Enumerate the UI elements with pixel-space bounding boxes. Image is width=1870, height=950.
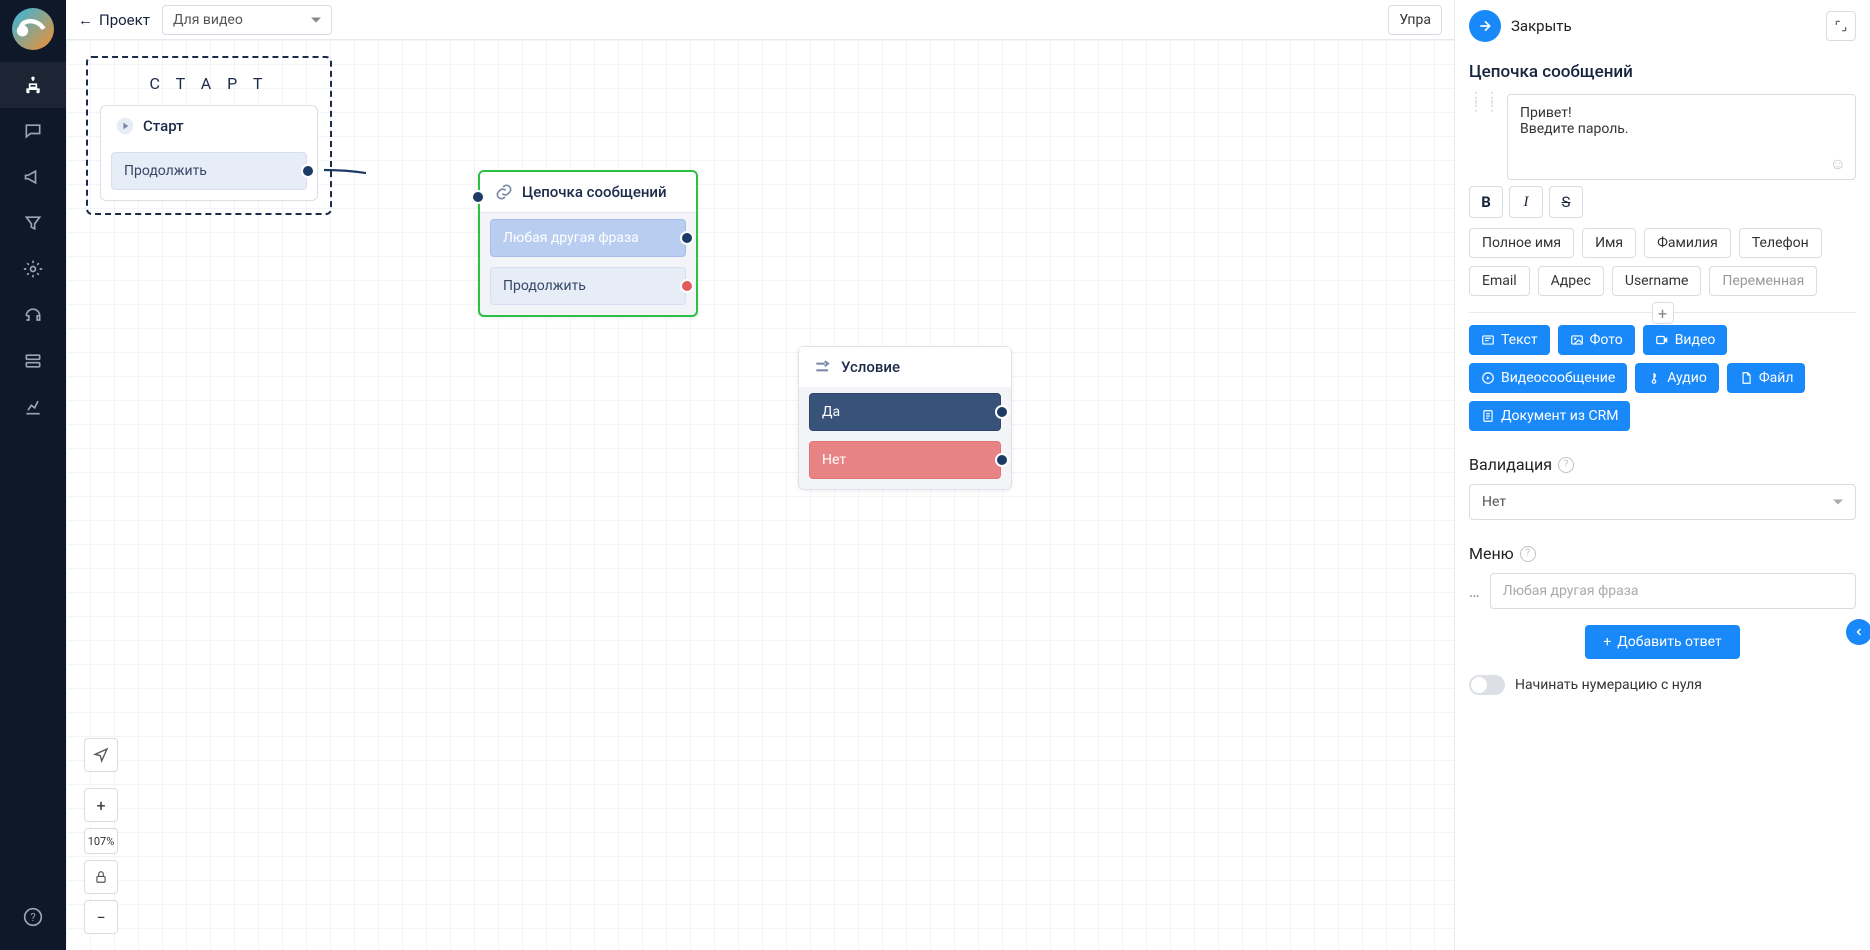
var-tag[interactable]: Фамилия bbox=[1644, 228, 1731, 258]
expand-button[interactable] bbox=[1826, 11, 1856, 41]
condition-node[interactable]: Условие Да Нет bbox=[798, 346, 1012, 490]
topbar: ← Проект Для видео Упра bbox=[66, 0, 1454, 40]
media-text-button[interactable]: Текст bbox=[1469, 325, 1550, 355]
drag-grip-icon[interactable]: ⋮⋮⋮⋮ bbox=[1469, 94, 1501, 110]
menu-drag-icon[interactable]: … bbox=[1469, 582, 1480, 601]
media-video-button[interactable]: Видео bbox=[1643, 325, 1728, 355]
variable-tags: Полное имя Имя Фамилия Телефон Email Адрес Use… bbox=[1469, 228, 1856, 296]
panel-header-icon bbox=[1469, 10, 1501, 42]
left-sidebar: ? bbox=[0, 0, 66, 950]
port-out[interactable] bbox=[995, 453, 1009, 467]
emoji-icon[interactable]: ☺ bbox=[1830, 154, 1846, 174]
chat-icon[interactable] bbox=[0, 108, 66, 154]
chain-node[interactable]: Цепочка сообщений Любая другая фраза Про… bbox=[478, 170, 698, 317]
properties-panel: Закрыть Цепочка сообщений ⋮⋮⋮⋮ Привет!Вв… bbox=[1454, 0, 1870, 950]
format-toolbar: BIS bbox=[1469, 186, 1856, 218]
zoom-in-button[interactable]: + bbox=[84, 788, 118, 822]
numbering-label: Начинать нумерацию с нуля bbox=[1515, 677, 1702, 693]
menu-item-input[interactable]: Любая другая фраза bbox=[1490, 573, 1856, 609]
project-select[interactable]: Для видео bbox=[162, 5, 332, 35]
start-title: С Т А Р Т bbox=[100, 66, 318, 105]
port-out-red[interactable] bbox=[680, 279, 694, 293]
format-bold-button[interactable]: B bbox=[1469, 186, 1503, 218]
start-row-continue[interactable]: Продолжить bbox=[111, 152, 307, 190]
var-tag[interactable]: Адрес bbox=[1538, 266, 1604, 296]
media-videomsg-button[interactable]: Видеосообщение bbox=[1469, 363, 1627, 393]
svg-text:?: ? bbox=[30, 911, 35, 924]
start-card: Старт Продолжить bbox=[100, 105, 318, 201]
port-out[interactable] bbox=[995, 405, 1009, 419]
start-node-wrapper[interactable]: С Т А Р Т Старт Продолжить bbox=[86, 56, 332, 215]
back-arrow-icon: ← bbox=[78, 11, 93, 29]
plus-icon: + bbox=[1603, 634, 1611, 650]
validation-label: Валидация ? bbox=[1469, 455, 1856, 474]
media-crmdoc-button[interactable]: Документ из CRM bbox=[1469, 401, 1630, 431]
zoom-out-button[interactable]: − bbox=[84, 900, 118, 934]
start-header: Старт bbox=[101, 106, 317, 146]
validation-select[interactable]: Нет bbox=[1469, 484, 1856, 520]
port-out[interactable] bbox=[680, 231, 694, 245]
back-button[interactable]: ← Проект bbox=[78, 11, 150, 29]
port-out[interactable] bbox=[301, 164, 315, 178]
app-logo bbox=[12, 8, 54, 50]
lock-button[interactable] bbox=[84, 860, 118, 894]
settings-icon[interactable] bbox=[0, 246, 66, 292]
locate-button[interactable] bbox=[84, 738, 118, 772]
section-title: Цепочка сообщений bbox=[1469, 62, 1856, 82]
menu-label: Меню ? bbox=[1469, 544, 1856, 563]
help-tooltip-icon[interactable]: ? bbox=[1520, 546, 1536, 562]
help-tooltip-icon[interactable]: ? bbox=[1558, 457, 1574, 473]
media-photo-button[interactable]: Фото bbox=[1558, 325, 1635, 355]
canvas[interactable]: С Т А Р Т Старт Продолжить bbox=[66, 40, 1454, 950]
support-icon[interactable] bbox=[0, 292, 66, 338]
help-icon[interactable]: ? bbox=[0, 894, 66, 940]
var-tag[interactable]: Имя bbox=[1582, 228, 1636, 258]
var-tag[interactable]: Email bbox=[1469, 266, 1530, 296]
condition-header: Условие bbox=[799, 347, 1011, 387]
add-divider: + bbox=[1469, 312, 1856, 313]
media-audio-button[interactable]: Аудио bbox=[1635, 363, 1719, 393]
condition-row-no[interactable]: Нет bbox=[809, 441, 1001, 479]
chain-row-anyphrase[interactable]: Любая другая фраза bbox=[490, 219, 686, 257]
panel-close-label[interactable]: Закрыть bbox=[1511, 17, 1816, 35]
canvas-tools: + 107% − bbox=[84, 788, 118, 934]
org-icon[interactable] bbox=[0, 62, 66, 108]
add-block-button[interactable]: + bbox=[1652, 302, 1674, 324]
filter-icon[interactable] bbox=[0, 200, 66, 246]
main-area: ← Проект Для видео Упра С Т А Р Т bbox=[66, 0, 1454, 950]
message-textarea[interactable]: Привет!Введите пароль. bbox=[1507, 94, 1856, 180]
link-icon bbox=[494, 182, 514, 202]
media-buttons: Текст Фото Видео Видеосообщение Аудио Файл Док… bbox=[1469, 325, 1856, 431]
chain-row-continue[interactable]: Продолжить bbox=[490, 267, 686, 305]
media-file-button[interactable]: Файл bbox=[1727, 363, 1806, 393]
panel-header: Закрыть bbox=[1455, 0, 1870, 52]
format-italic-button[interactable]: I bbox=[1509, 186, 1543, 218]
broadcast-icon[interactable] bbox=[0, 154, 66, 200]
manage-button[interactable]: Упра bbox=[1388, 5, 1442, 35]
condition-icon bbox=[813, 357, 833, 377]
add-answer-button[interactable]: + Добавить ответ bbox=[1585, 625, 1739, 659]
collapse-panel-button[interactable] bbox=[1846, 619, 1870, 645]
var-tag[interactable]: Полное имя bbox=[1469, 228, 1574, 258]
condition-row-yes[interactable]: Да bbox=[809, 393, 1001, 431]
server-icon[interactable] bbox=[0, 338, 66, 384]
play-icon bbox=[115, 116, 135, 136]
stats-icon[interactable] bbox=[0, 384, 66, 430]
chain-header: Цепочка сообщений bbox=[480, 172, 696, 213]
zoom-level[interactable]: 107% bbox=[84, 828, 118, 854]
port-in[interactable] bbox=[471, 190, 485, 204]
numbering-toggle[interactable] bbox=[1469, 675, 1505, 695]
var-tag[interactable]: Телефон bbox=[1739, 228, 1822, 258]
var-tag[interactable]: Username bbox=[1612, 266, 1702, 296]
var-custom-input[interactable]: Переменная bbox=[1709, 266, 1817, 296]
format-strike-button[interactable]: S bbox=[1549, 186, 1583, 218]
back-label: Проект bbox=[99, 11, 150, 29]
